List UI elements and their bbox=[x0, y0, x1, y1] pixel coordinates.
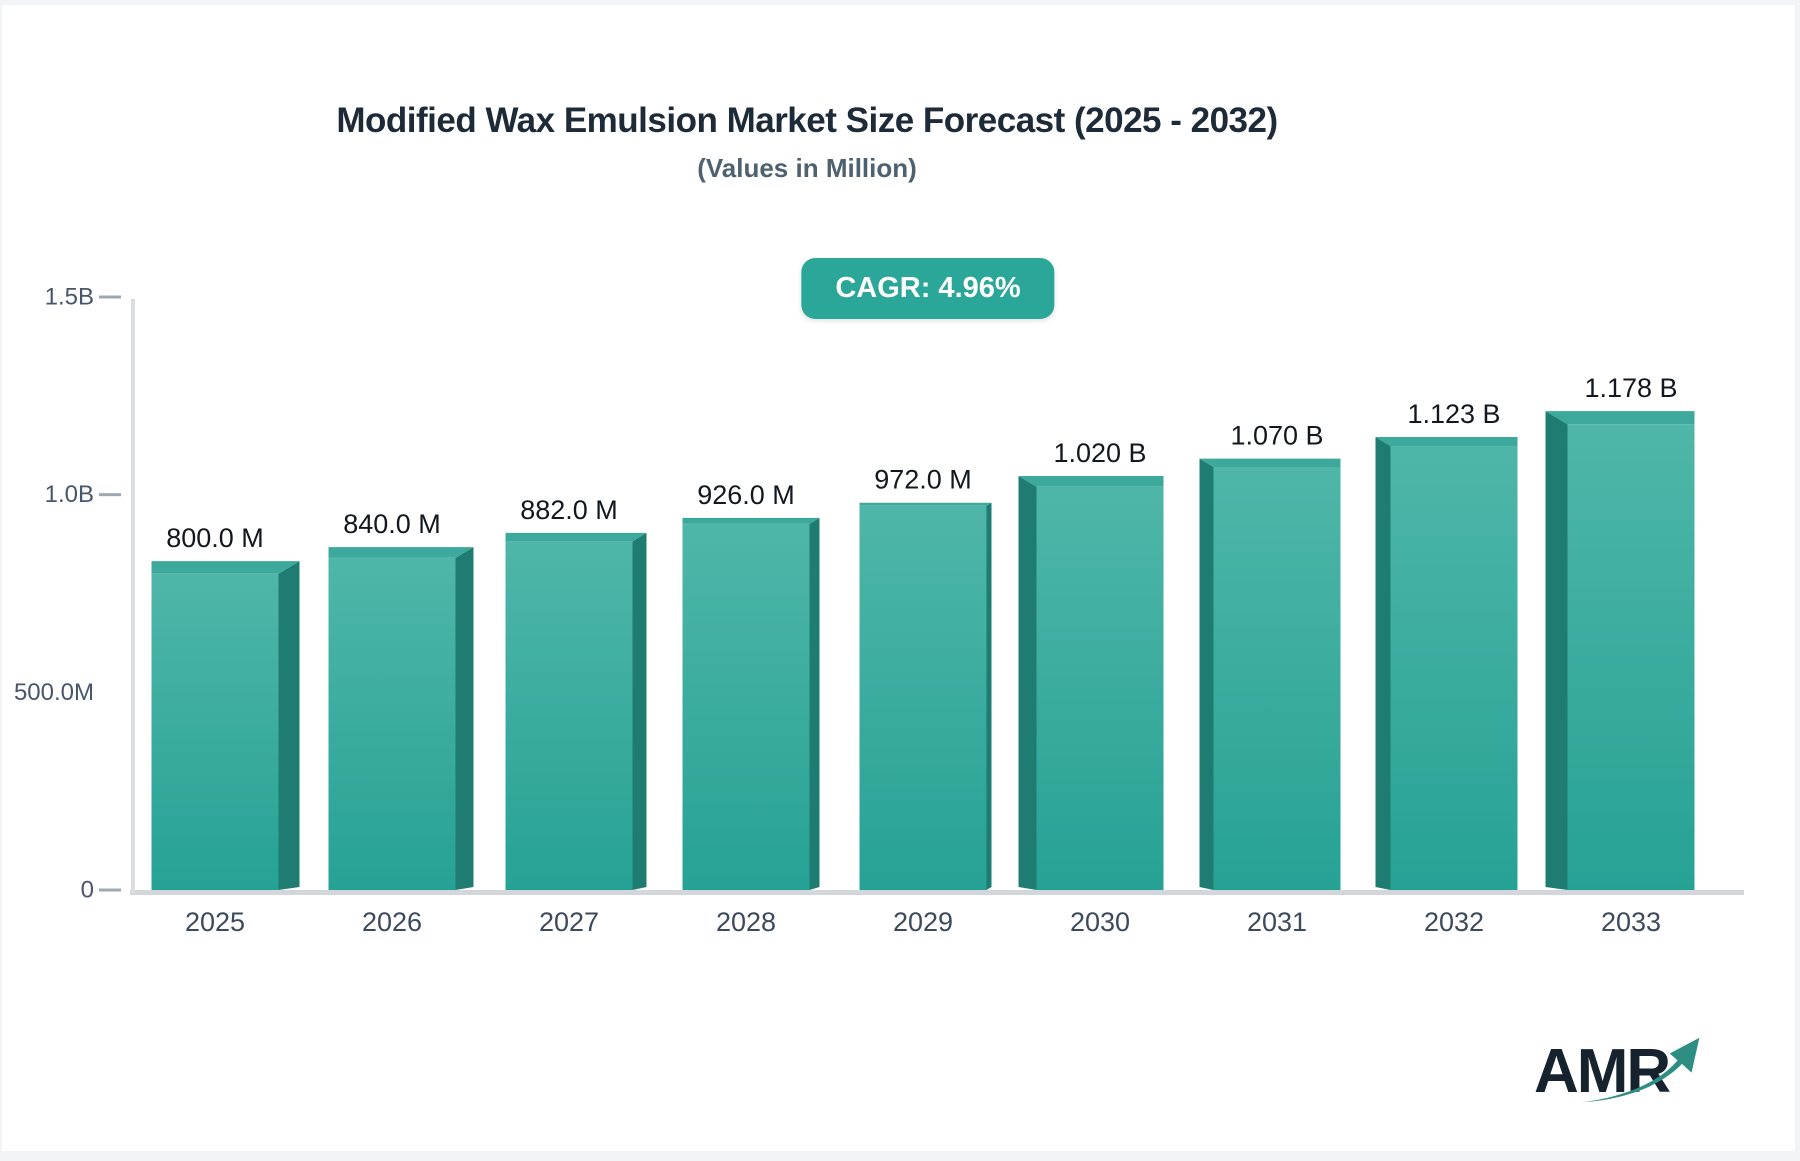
y-axis-label: 500.0M bbox=[14, 679, 94, 706]
bar-side-face-2033 bbox=[1545, 411, 1568, 890]
bar-value-label: 1.123 B bbox=[1407, 399, 1500, 429]
bar-value-label: 972.0 M bbox=[874, 465, 972, 495]
bar-side-face-2027 bbox=[632, 532, 647, 890]
bar-2028 bbox=[682, 523, 810, 890]
bar-side-face-2026 bbox=[455, 547, 474, 890]
bar-2029 bbox=[859, 505, 987, 890]
bar-value-label: 1.178 B bbox=[1584, 373, 1677, 403]
x-axis-label: 2028 bbox=[716, 907, 776, 937]
bar-2025 bbox=[151, 573, 279, 890]
y-axis-line bbox=[131, 299, 135, 893]
bar-2033 bbox=[1567, 424, 1695, 890]
bar-side-face-2032 bbox=[1375, 437, 1391, 890]
y-axis-label: 0 bbox=[81, 877, 94, 904]
bar-value-label: 1.020 B bbox=[1053, 438, 1146, 468]
bar-2031 bbox=[1213, 466, 1341, 890]
bar-value-label: 882.0 M bbox=[520, 495, 618, 525]
chart-subtitle: (Values in Million) bbox=[697, 153, 917, 183]
bar-value-label: 800.0 M bbox=[166, 523, 264, 553]
bar-top-face-2030 bbox=[1018, 475, 1164, 487]
bar-2032 bbox=[1390, 446, 1518, 890]
bar-side-face-2025 bbox=[278, 561, 300, 890]
bar-top-face-2031 bbox=[1199, 458, 1341, 467]
y-axis-tick bbox=[99, 888, 121, 892]
bar-top-face-2028 bbox=[682, 517, 820, 524]
cagr-badge: CAGR: 4.96% bbox=[801, 258, 1055, 319]
chart-title: Modified Wax Emulsion Market Size Foreca… bbox=[336, 101, 1278, 140]
bar-side-face-2031 bbox=[1199, 458, 1214, 890]
y-axis-label: 1.5B bbox=[45, 284, 94, 311]
y-axis-tick bbox=[99, 295, 121, 299]
bar-top-face-2033 bbox=[1545, 411, 1695, 425]
bar-value-label: 1.070 B bbox=[1230, 421, 1323, 451]
bar-value-label: 840.0 M bbox=[343, 509, 441, 539]
bar-side-face-2030 bbox=[1018, 475, 1037, 890]
y-axis-tick bbox=[99, 493, 121, 497]
x-axis-label: 2025 bbox=[185, 907, 245, 937]
bar-chart: 1.5B 1.0B 500.0M 0 800.0 M 2025 840.0 M 2026 882… bbox=[14, 284, 1744, 937]
y-axis-label: 1.0B bbox=[45, 481, 94, 508]
amr-logo-text: AMR bbox=[1534, 1037, 1671, 1106]
x-axis-label: 2032 bbox=[1424, 907, 1484, 937]
bar-top-face-2032 bbox=[1375, 437, 1518, 447]
x-axis-label: 2026 bbox=[362, 907, 422, 937]
x-axis-label: 2033 bbox=[1601, 907, 1661, 937]
x-axis-line bbox=[130, 890, 1744, 895]
x-axis-label: 2029 bbox=[893, 907, 953, 937]
page-background: Modified Wax Emulsion Market Size Foreca… bbox=[2, 5, 1795, 1151]
bar-top-face-2027 bbox=[505, 532, 647, 542]
x-axis-label: 2027 bbox=[539, 907, 599, 937]
bar-side-face-2029 bbox=[986, 502, 992, 890]
x-axis-label: 2031 bbox=[1247, 907, 1307, 937]
growth-arrow-icon bbox=[1581, 1037, 1700, 1103]
bar-2026 bbox=[328, 557, 456, 890]
bar-2030 bbox=[1036, 486, 1164, 890]
bar-value-label: 926.0 M bbox=[697, 480, 795, 510]
bar-top-face-2029 bbox=[859, 502, 992, 506]
bar-top-face-2026 bbox=[328, 547, 474, 558]
bar-side-face-2028 bbox=[809, 517, 820, 890]
bar-2027 bbox=[505, 541, 633, 890]
x-axis-label: 2030 bbox=[1070, 907, 1130, 937]
bar-top-face-2025 bbox=[151, 561, 300, 574]
